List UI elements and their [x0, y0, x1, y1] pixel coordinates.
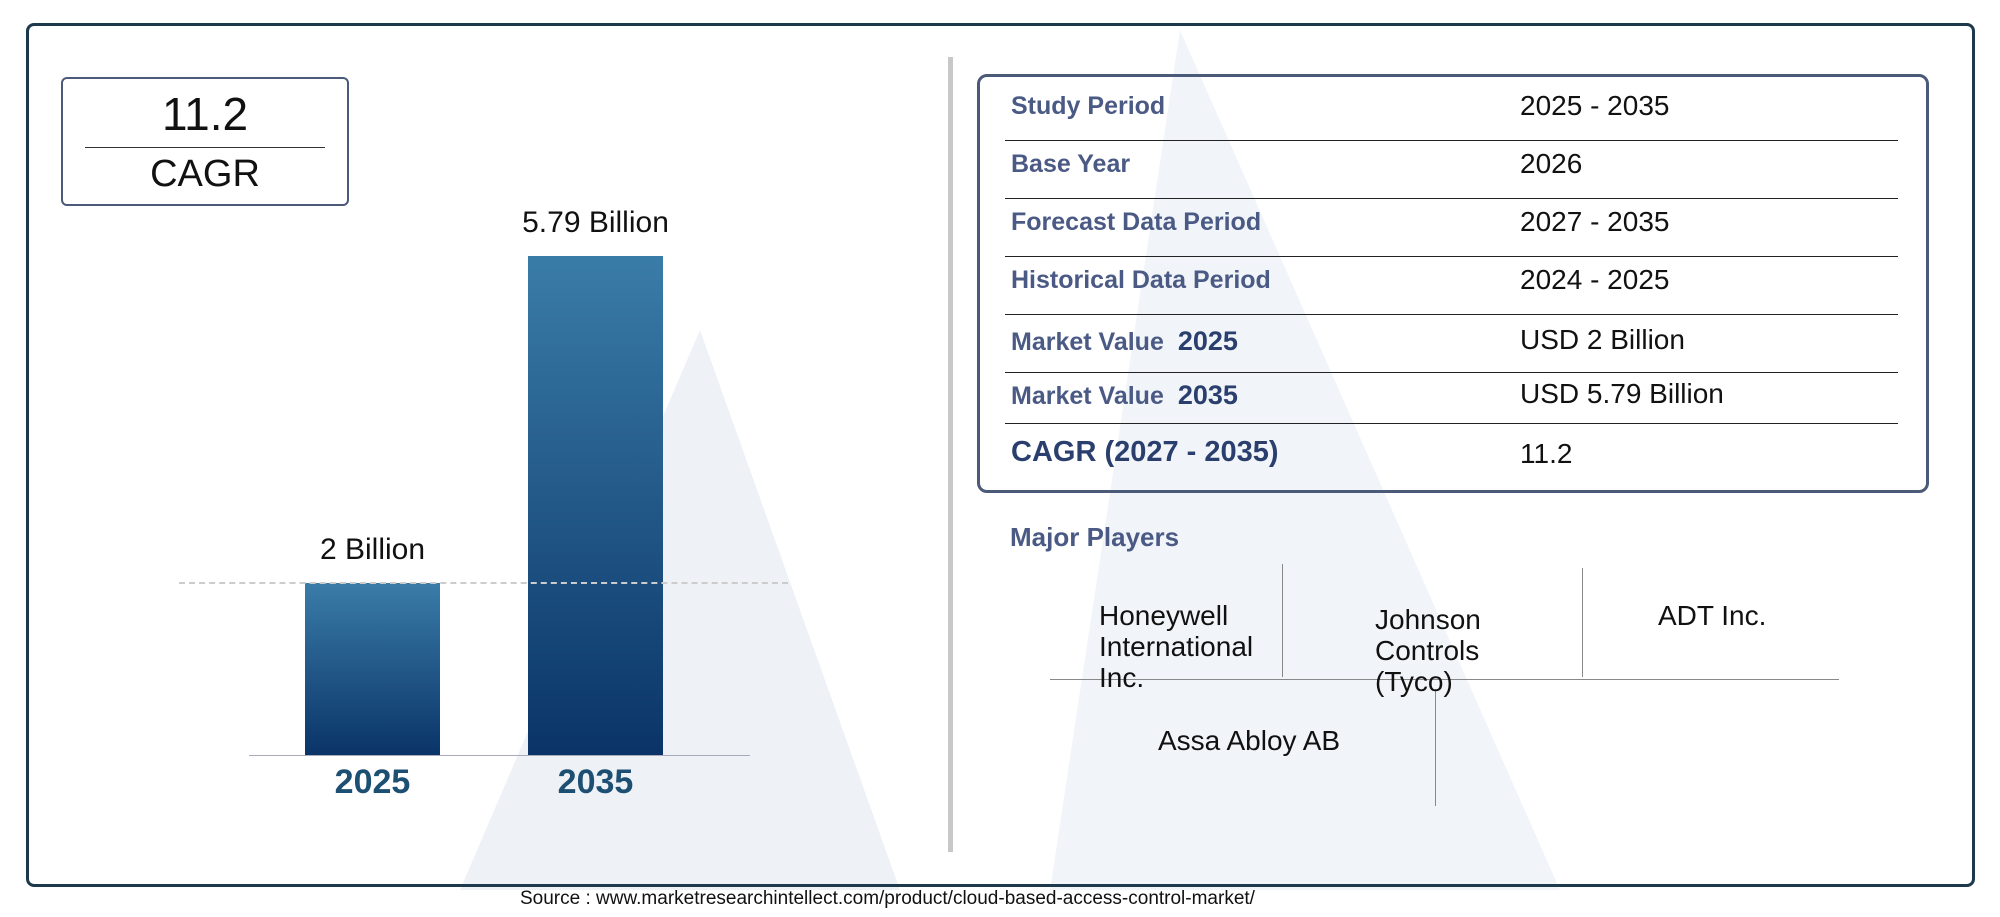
row-label-text: Base Year: [1011, 150, 1131, 178]
row-divider: [1005, 198, 1898, 199]
row-label: CAGR (2027 - 2035): [1011, 436, 1279, 469]
row-label-text: Historical Data Period: [1011, 266, 1271, 294]
row-value: USD 5.79 Billion: [1520, 378, 1724, 409]
player-divider: [1435, 689, 1436, 806]
row-value: 11.2: [1520, 438, 1573, 469]
row-label-text: Forecast Data Period: [1011, 208, 1262, 236]
player-divider: [1282, 564, 1283, 677]
bar-2035: [528, 256, 663, 755]
bar-2025: [305, 582, 440, 755]
x-axis-line: [249, 755, 750, 756]
player-hline: [1050, 679, 1839, 680]
row-label: Market Value 2035: [1011, 380, 1238, 411]
cagr-value: 11.2: [161, 88, 249, 140]
row-divider: [1005, 256, 1898, 257]
row-divider: [1005, 423, 1898, 424]
cagr-divider: [85, 147, 325, 148]
row-value: 2025 - 2035: [1520, 90, 1670, 121]
row-divider: [1005, 314, 1898, 315]
row-label-text: CAGR (2027 - 2035): [1011, 436, 1279, 468]
row-value: 2027 - 2035: [1520, 206, 1670, 237]
row-label: Forecast Data Period: [1011, 208, 1261, 237]
row-value: 2024 - 2025: [1520, 264, 1670, 295]
row-value: 2026: [1520, 148, 1583, 179]
summary-table: [977, 74, 1929, 493]
row-value: USD 2 Billion: [1520, 324, 1685, 355]
x-tick-label: 2025: [334, 763, 411, 801]
row-label-year: 2035: [1177, 380, 1238, 410]
row-label-year: 2025: [1177, 326, 1238, 356]
row-label-text: Market Value: [1011, 328, 1164, 356]
player-divider: [1582, 568, 1583, 677]
player-adt: ADT Inc.: [1658, 600, 1767, 631]
outer-frame: [26, 23, 1975, 887]
row-divider: [1005, 372, 1898, 373]
row-label-text: Study Period: [1011, 92, 1166, 120]
data-label: 2 Billion: [319, 532, 426, 566]
data-label: 5.79 Billion: [522, 206, 669, 239]
x-tick-label: 2035: [557, 763, 634, 801]
cagr-label: CAGR: [150, 153, 260, 195]
player-assa-abloy: Assa Abloy AB: [1158, 725, 1341, 756]
source-text: Source : www.marketresearchintellect.com…: [520, 888, 1255, 909]
row-label: Study Period: [1011, 92, 1165, 121]
reference-dashed-line: [179, 581, 788, 584]
row-label-text: Market Value: [1011, 382, 1164, 410]
player-johnson-controls: Johnson Controls (Tyco): [1375, 604, 1481, 697]
major-players-title: Major Players: [1010, 522, 1180, 552]
cagr-box: 11.2 CAGR: [61, 77, 349, 206]
row-label: Market Value 2025: [1011, 326, 1238, 357]
row-divider: [1005, 140, 1898, 141]
row-label: Historical Data Period: [1011, 266, 1271, 295]
row-label: Base Year: [1011, 150, 1130, 179]
vertical-divider: [948, 57, 953, 852]
player-honeywell: Honeywell International Inc.: [1099, 600, 1254, 693]
